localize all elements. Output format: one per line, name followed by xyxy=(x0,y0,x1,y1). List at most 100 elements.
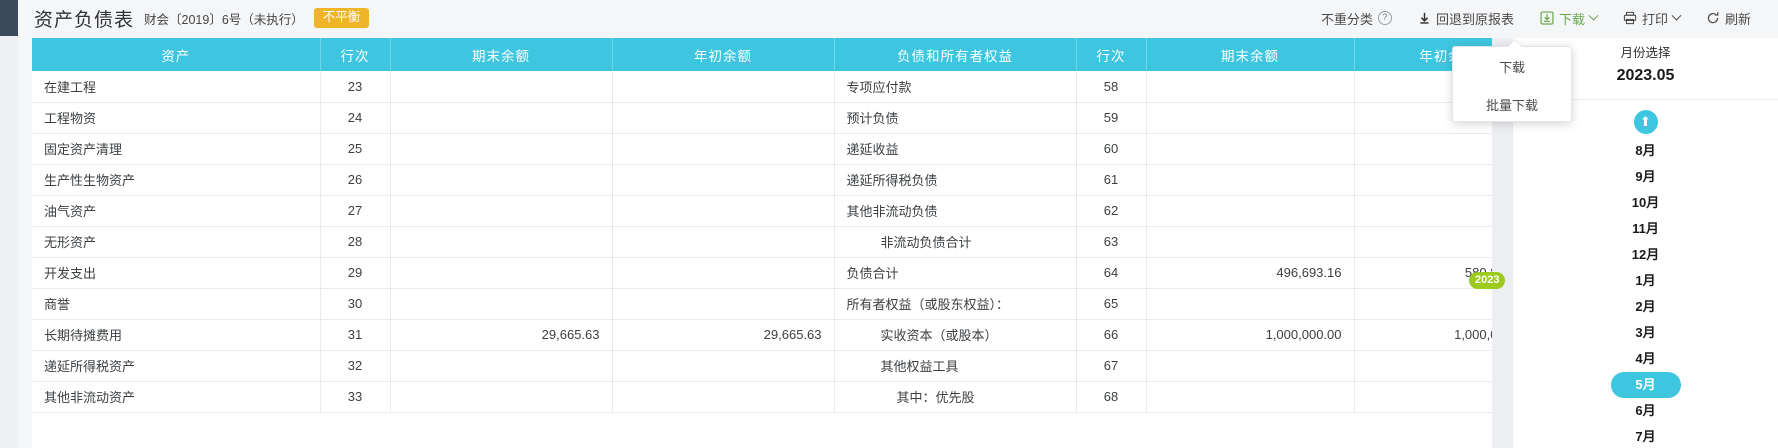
cell-liability-name[interactable]: 递延收益 xyxy=(834,133,1077,165)
double-chevron-up-icon[interactable]: ⬆ xyxy=(1633,110,1658,134)
cell-asset-end-balance[interactable] xyxy=(390,133,613,165)
cell-liability-end-balance[interactable] xyxy=(1146,102,1355,134)
cell-asset-begin-balance[interactable] xyxy=(612,381,835,413)
cell-asset-rowno[interactable]: 33 xyxy=(320,381,391,413)
month-item-7月[interactable]: 7月 xyxy=(1513,424,1778,448)
table-row[interactable]: 油气资产 27 其他非流动负债 62 xyxy=(32,195,1492,227)
cell-asset-rowno[interactable]: 26 xyxy=(320,164,391,196)
cell-asset-name[interactable]: 无形资产 xyxy=(32,226,321,258)
table-row[interactable]: 其他非流动资产 33 其中：优先股 68 xyxy=(32,381,1492,413)
cell-liability-end-balance[interactable]: 1,000,000.00 xyxy=(1146,319,1355,351)
month-item-5月[interactable]: 5月 xyxy=(1610,372,1681,398)
cell-asset-rowno[interactable]: 31 xyxy=(320,319,391,351)
cell-asset-begin-balance[interactable] xyxy=(612,133,835,165)
month-item-6月[interactable]: 6月 xyxy=(1513,398,1778,424)
cell-asset-end-balance[interactable] xyxy=(390,195,613,227)
reclassify-button[interactable]: 不重分类 ? xyxy=(1308,0,1405,36)
cell-asset-begin-balance[interactable] xyxy=(612,226,835,258)
cell-liability-rowno[interactable]: 66 xyxy=(1076,319,1147,351)
table-row[interactable]: 长期待摊费用 31 29,665.63 29,665.63 实收资本（或股本） 66 1,0… xyxy=(32,319,1492,351)
cell-liability-begin-balance[interactable] xyxy=(1354,195,1492,227)
cell-asset-rowno[interactable]: 23 xyxy=(320,71,391,103)
chevron-down-icon-print[interactable] xyxy=(1671,10,1682,21)
cell-liability-begin-balance[interactable] xyxy=(1354,164,1492,196)
cell-asset-name[interactable]: 其他非流动资产 xyxy=(32,381,321,413)
cell-liability-begin-balance[interactable] xyxy=(1354,288,1492,320)
cell-asset-rowno[interactable]: 30 xyxy=(320,288,391,320)
cell-asset-rowno[interactable]: 24 xyxy=(320,102,391,134)
cell-liability-begin-balance[interactable]: 1,000,000.00 xyxy=(1354,319,1492,351)
table-row[interactable]: 商誉 30 所有者权益（或股东权益）： 65 xyxy=(32,288,1492,320)
cell-liability-end-balance[interactable] xyxy=(1146,226,1355,258)
month-item-12月[interactable]: 12月 xyxy=(1513,242,1778,268)
cell-liability-end-balance[interactable]: 496,693.16 xyxy=(1146,257,1355,289)
cell-asset-name[interactable]: 在建工程 xyxy=(32,71,321,103)
rollback-button[interactable]: 回退到原报表 xyxy=(1405,0,1527,36)
cell-liability-name[interactable]: 负债合计 xyxy=(834,257,1077,289)
cell-liability-begin-balance[interactable] xyxy=(1354,133,1492,165)
month-item-4月[interactable]: 4月 xyxy=(1513,346,1778,372)
cell-liability-name[interactable]: 专项应付款 xyxy=(834,71,1077,103)
cell-asset-end-balance[interactable] xyxy=(390,257,613,289)
cell-asset-rowno[interactable]: 29 xyxy=(320,257,391,289)
cell-asset-end-balance[interactable] xyxy=(390,381,613,413)
month-item-2月[interactable]: 2月 xyxy=(1513,294,1778,320)
cell-liability-end-balance[interactable] xyxy=(1146,381,1355,413)
cell-liability-begin-balance[interactable] xyxy=(1354,381,1492,413)
menu-item-batch-download[interactable]: 批量下载 xyxy=(1485,97,1538,113)
cell-liability-name[interactable]: 递延所得税负债 xyxy=(834,164,1077,196)
cell-liability-end-balance[interactable] xyxy=(1146,195,1355,227)
cell-asset-rowno[interactable]: 32 xyxy=(320,350,391,382)
question-mark-icon[interactable]: ? xyxy=(1377,11,1392,25)
cell-liability-name[interactable]: 其中：优先股 xyxy=(834,381,1077,413)
cell-liability-rowno[interactable]: 62 xyxy=(1076,195,1147,227)
cell-asset-name[interactable]: 商誉 xyxy=(32,288,321,320)
cell-liability-end-balance[interactable] xyxy=(1146,350,1355,382)
refresh-button[interactable]: 刷新 xyxy=(1693,0,1764,36)
cell-liability-end-balance[interactable] xyxy=(1146,288,1355,320)
table-row[interactable]: 固定资产清理 25 递延收益 60 xyxy=(32,133,1492,165)
cell-liability-rowno[interactable]: 58 xyxy=(1076,71,1147,103)
cell-liability-end-balance[interactable] xyxy=(1146,164,1355,196)
cell-asset-end-balance[interactable] xyxy=(390,226,613,258)
cell-liability-rowno[interactable]: 60 xyxy=(1076,133,1147,165)
cell-liability-begin-balance[interactable] xyxy=(1354,350,1492,382)
cell-liability-rowno[interactable]: 61 xyxy=(1076,164,1147,196)
cell-asset-end-balance[interactable] xyxy=(390,288,613,320)
table-row[interactable]: 无形资产 28 非流动负债合计 63 xyxy=(32,226,1492,258)
cell-liability-end-balance[interactable] xyxy=(1146,133,1355,165)
cell-liability-rowno[interactable]: 65 xyxy=(1076,288,1147,320)
cell-asset-end-balance[interactable] xyxy=(390,350,613,382)
month-item-1月[interactable]: 2023 1月 xyxy=(1469,268,1778,294)
table-row[interactable]: 生产性生物资产 26 递延所得税负债 61 xyxy=(32,164,1492,196)
cell-liability-name[interactable]: 其他权益工具 xyxy=(834,350,1077,382)
cell-asset-begin-balance[interactable] xyxy=(612,164,835,196)
cell-asset-begin-balance[interactable] xyxy=(612,71,835,103)
cell-liability-name[interactable]: 预计负债 xyxy=(834,102,1077,134)
download-dropdown-menu[interactable]: 下载 批量下载 xyxy=(1452,46,1572,122)
cell-liability-name[interactable]: 所有者权益（或股东权益）： xyxy=(834,288,1077,320)
month-item-3月[interactable]: 3月 xyxy=(1513,320,1778,346)
cell-asset-name[interactable]: 油气资产 xyxy=(32,195,321,227)
cell-liability-name[interactable]: 其他非流动负债 xyxy=(834,195,1077,227)
cell-asset-name[interactable]: 工程物资 xyxy=(32,102,321,134)
month-item-11月[interactable]: 11月 xyxy=(1513,216,1778,242)
cell-asset-rowno[interactable]: 28 xyxy=(320,226,391,258)
cell-asset-end-balance[interactable] xyxy=(390,102,613,134)
cell-asset-begin-balance[interactable] xyxy=(612,288,835,320)
cell-asset-end-balance[interactable] xyxy=(390,164,613,196)
cell-liability-rowno[interactable]: 67 xyxy=(1076,350,1147,382)
cell-liability-rowno[interactable]: 68 xyxy=(1076,381,1147,413)
download-button[interactable]: 下载 xyxy=(1527,0,1610,36)
month-item-8月[interactable]: 8月 xyxy=(1513,138,1778,164)
cell-asset-name[interactable]: 生产性生物资产 xyxy=(32,164,321,196)
cell-asset-rowno[interactable]: 25 xyxy=(320,133,391,165)
cell-liability-rowno[interactable]: 64 xyxy=(1076,257,1147,289)
cell-asset-name[interactable]: 固定资产清理 xyxy=(32,133,321,165)
month-item-10月[interactable]: 10月 xyxy=(1513,190,1778,216)
menu-item-download[interactable]: 下载 xyxy=(1498,59,1525,75)
cell-asset-begin-balance[interactable] xyxy=(612,102,835,134)
cell-asset-name[interactable]: 开发支出 xyxy=(32,257,321,289)
cell-asset-end-balance[interactable]: 29,665.63 xyxy=(390,319,613,351)
